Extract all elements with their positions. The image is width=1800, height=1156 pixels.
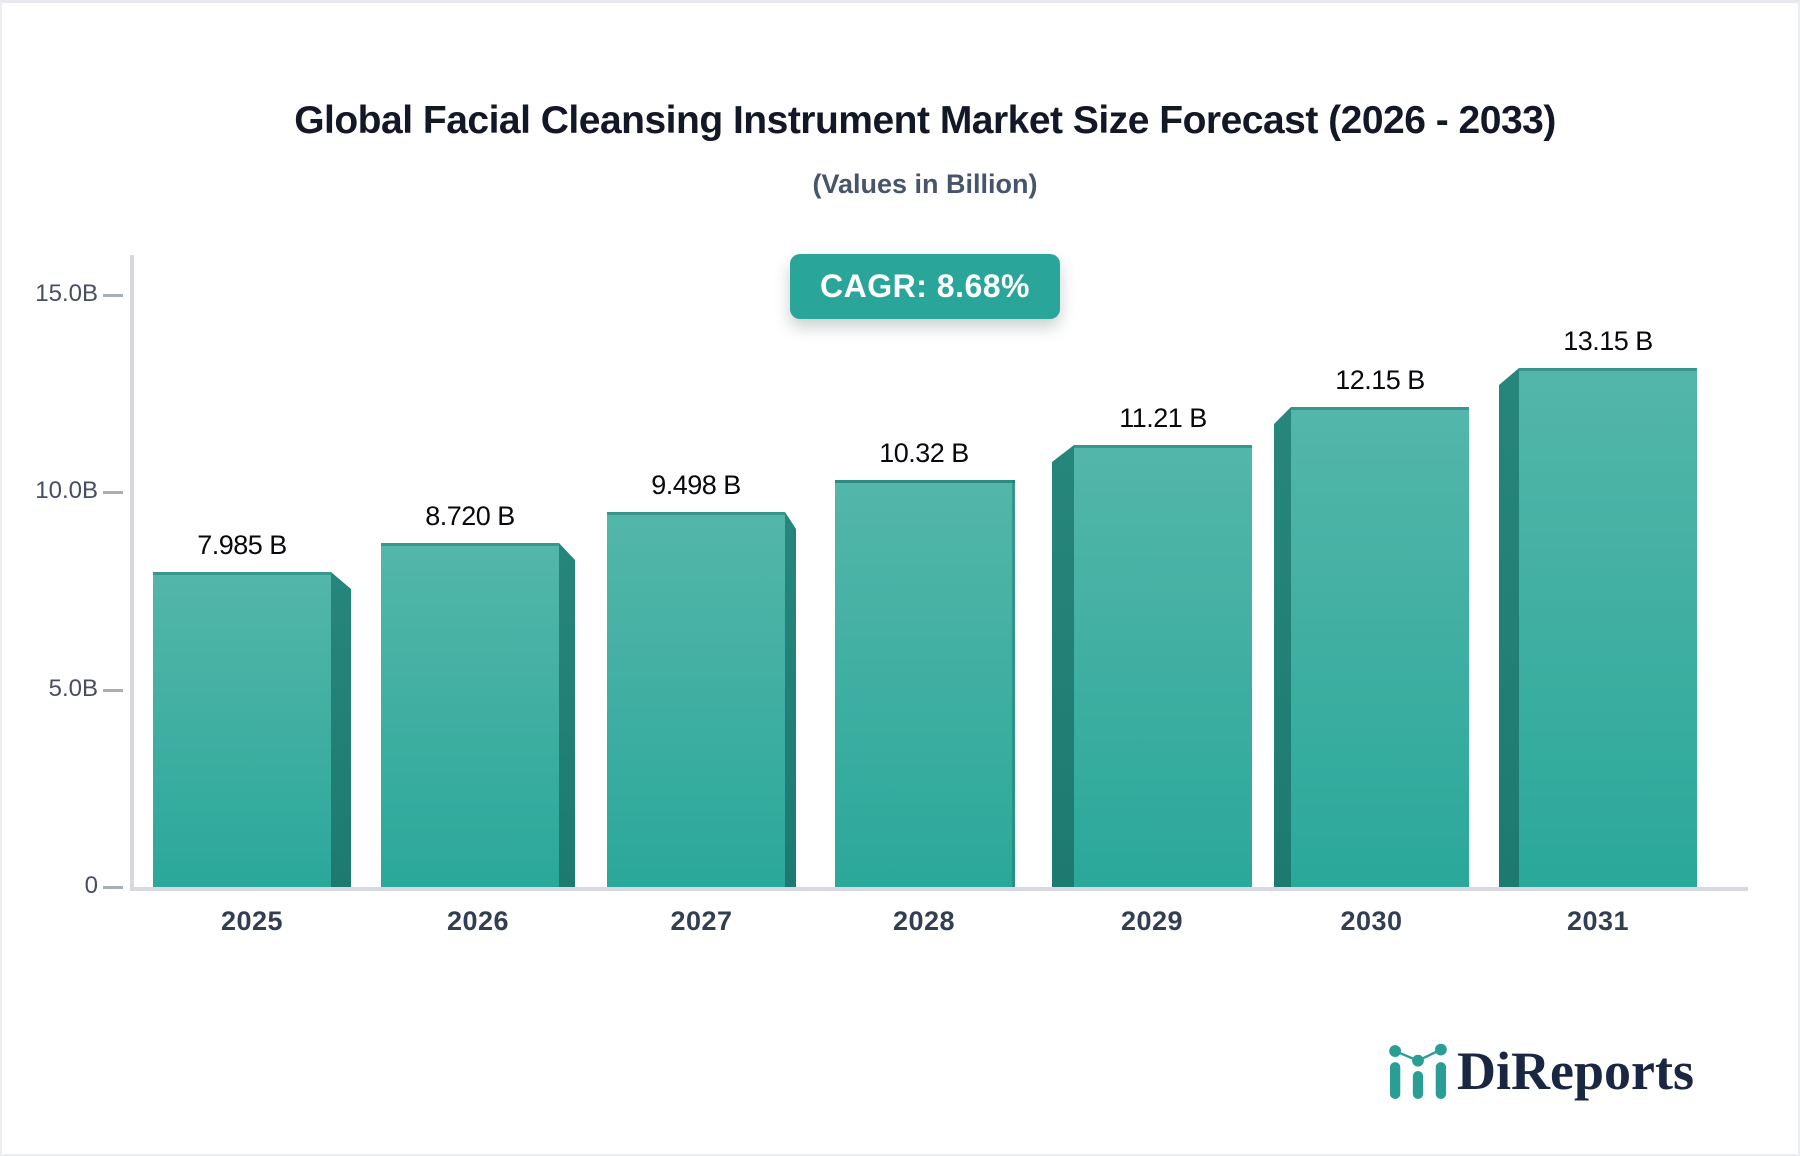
bar-2027[interactable] [607, 512, 785, 887]
x-axis-label-2030: 2030 [1340, 906, 1403, 936]
x-axis-label-2025: 2025 [220, 906, 284, 936]
y-axis-tick-mark [103, 886, 123, 889]
chart-subtitle: (Values in Billion) [812, 169, 1038, 199]
y-axis-tick-mark [103, 294, 123, 297]
bar-2030[interactable] [1291, 407, 1469, 887]
cagr-badge-row: CAGR: 8.68% [52, 254, 1798, 319]
bar-chart-plot: 15.0B 10.0B 5.0B 0 7.985 B 2025 8.720 B 2026 9.4… [2, 3, 1798, 1154]
bar-value-label-2029: 11.21 B [1119, 403, 1207, 433]
brand-name: DiReports [1457, 1041, 1694, 1101]
chart-title: Global Facial Cleansing Instrument Marke… [294, 99, 1556, 142]
bar-3d-side-2025 [331, 572, 351, 887]
x-axis-label-2028: 2028 [892, 906, 956, 936]
bar-value-label-2030: 12.15 B [1335, 365, 1425, 395]
bar-value-label-2031: 13.15 B [1563, 326, 1653, 356]
bar-2029[interactable] [1074, 445, 1252, 887]
brand-logo: DiReports [1387, 1040, 1694, 1102]
bar-value-label-2025: 7.985 B [197, 530, 287, 560]
x-axis-label-2029: 2029 [1120, 906, 1184, 936]
bar-value-label-2026: 8.720 B [425, 501, 515, 531]
x-axis-line [130, 887, 1748, 891]
bar-2031[interactable] [1519, 368, 1697, 887]
y-axis-tick-mark [103, 491, 123, 494]
bar-value-label-2027: 9.498 B [651, 470, 741, 500]
cagr-badge: CAGR: 8.68% [790, 254, 1060, 319]
x-axis-label-2031: 2031 [1566, 906, 1630, 936]
bar-3d-side-2026 [559, 543, 575, 887]
x-axis-label-2027: 2027 [670, 906, 733, 936]
y-axis-tick-mark [103, 689, 123, 692]
y-axis-tick-label: 15.0B [35, 280, 98, 307]
bar-chart-logo-icon [1389, 1043, 1447, 1100]
bar-2028[interactable] [835, 480, 1015, 887]
x-axis-label-2026: 2026 [446, 906, 510, 936]
bar-value-label-2028: 10.32 B [879, 438, 969, 468]
y-axis-tick-label: 5.0B [48, 675, 98, 702]
bar-3d-side-2030 [1274, 407, 1291, 887]
bar-3d-side-2031 [1499, 368, 1519, 887]
bar-3d-side-2029 [1052, 445, 1074, 887]
y-axis-tick-label: 10.0B [35, 477, 98, 504]
bar-2026[interactable] [381, 543, 559, 887]
bar-3d-side-2027 [785, 512, 796, 887]
y-axis-tick-label: 0 [84, 872, 98, 899]
bar-2025[interactable] [153, 572, 331, 887]
y-axis-line [130, 255, 134, 891]
